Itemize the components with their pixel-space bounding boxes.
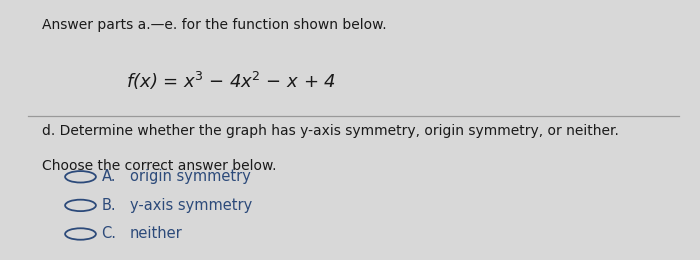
Text: neither: neither [130,226,182,242]
Text: origin symmetry: origin symmetry [130,169,251,184]
Text: C.: C. [102,226,116,242]
Text: Choose the correct answer below.: Choose the correct answer below. [42,159,276,173]
Text: A.: A. [102,169,116,184]
Text: f(x) = x$^3$ − 4x$^2$ − x + 4: f(x) = x$^3$ − 4x$^2$ − x + 4 [126,70,336,92]
Text: Answer parts a.—e. for the function shown below.: Answer parts a.—e. for the function show… [42,18,386,32]
Text: B.: B. [102,198,116,213]
Text: d. Determine whether the graph has y-axis symmetry, origin symmetry, or neither.: d. Determine whether the graph has y-axi… [42,124,619,138]
Text: y-axis symmetry: y-axis symmetry [130,198,252,213]
